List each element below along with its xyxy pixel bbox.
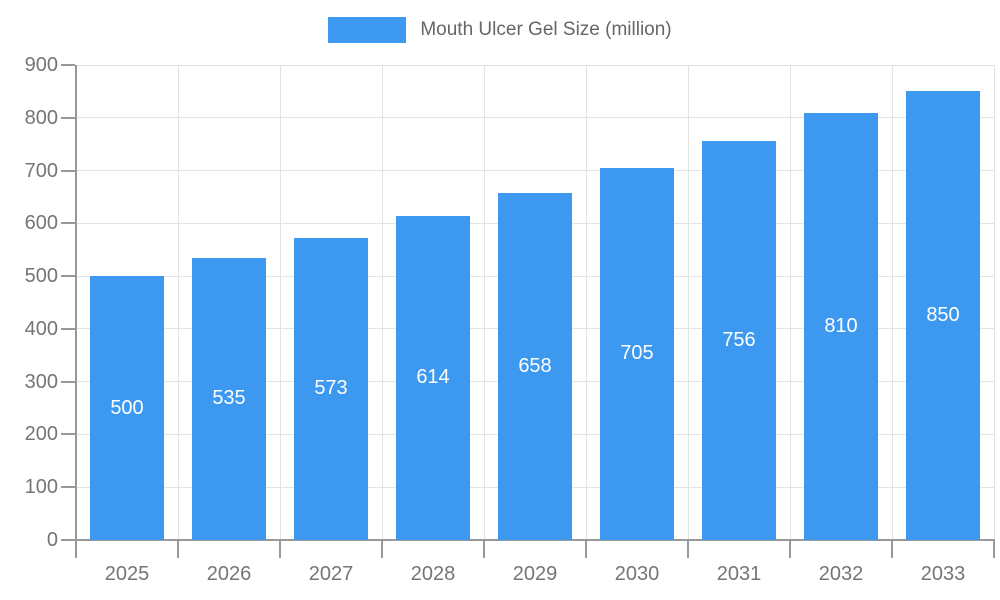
legend-label: Mouth Ulcer Gel Size (million): [420, 19, 672, 40]
bar[interactable]: 658: [498, 192, 572, 540]
y-tick: [61, 380, 75, 383]
y-tick-label: 300: [24, 370, 58, 393]
x-tick: [585, 540, 587, 558]
bar-value-label: 705: [620, 342, 654, 365]
x-tick-label: 2027: [308, 563, 354, 585]
y-tick-label: 700: [24, 159, 58, 182]
vgrid-line: [687, 65, 689, 540]
y-tick-label: 200: [24, 423, 58, 446]
y-tick-label: 400: [24, 317, 58, 340]
vgrid-line: [483, 65, 485, 540]
y-tick-label: 500: [24, 265, 58, 288]
y-tick: [61, 222, 75, 225]
bar[interactable]: 810: [804, 112, 878, 540]
x-tick: [483, 540, 485, 558]
x-tick-label: 2028: [410, 563, 456, 585]
x-tick: [177, 540, 179, 558]
x-tick: [381, 540, 383, 558]
y-tick-label: 100: [24, 476, 58, 499]
y-tick-label: 600: [24, 212, 58, 235]
bar[interactable]: 614: [396, 215, 470, 540]
y-tick: [61, 327, 75, 330]
bar-value-label: 810: [824, 314, 858, 337]
bar-value-label: 850: [926, 304, 960, 327]
x-tick: [687, 540, 689, 558]
y-tick: [61, 116, 75, 119]
y-axis-line: [75, 65, 77, 558]
y-tick: [61, 433, 75, 436]
bar-value-label: 614: [416, 366, 450, 389]
hgrid-line: [76, 64, 994, 66]
bar-value-label: 535: [212, 387, 246, 410]
y-tick: [61, 486, 75, 489]
x-tick: [993, 540, 995, 558]
y-tick: [61, 539, 75, 541]
vgrid-line: [891, 65, 893, 540]
x-tick-label: 2029: [512, 563, 558, 585]
y-tick: [61, 169, 75, 172]
bar[interactable]: 850: [906, 91, 980, 540]
bar-value-label: 500: [110, 396, 144, 419]
y-tick: [61, 64, 75, 66]
hgrid-line: [76, 170, 994, 172]
vgrid-line: [789, 65, 791, 540]
vgrid-line: [993, 65, 995, 540]
vgrid-line: [585, 65, 587, 540]
vgrid-line: [279, 65, 281, 540]
bar[interactable]: 500: [90, 276, 164, 540]
bar[interactable]: 535: [192, 257, 266, 540]
y-tick-label: 900: [24, 54, 58, 76]
bar-value-label: 756: [722, 329, 756, 351]
hgrid-line: [76, 117, 994, 119]
plot-area: 0 100 200 300 400 500 600 700 800 900 500 2025 535 20…: [25, 54, 995, 585]
x-tick-label: 2032: [818, 563, 864, 585]
x-tick: [279, 540, 281, 558]
bar-value-label: 573: [314, 377, 348, 400]
bar[interactable]: 705: [600, 167, 674, 540]
x-tick: [891, 540, 893, 558]
vgrid-line: [177, 65, 179, 540]
bar-value-label: 658: [518, 354, 552, 377]
x-axis-line: [75, 539, 995, 541]
x-tick-label: 2033: [920, 563, 966, 585]
x-tick: [789, 540, 791, 558]
y-tick-label: 800: [24, 106, 58, 129]
bar[interactable]: 756: [702, 141, 776, 540]
x-tick-label: 2025: [104, 563, 150, 585]
y-tick: [61, 275, 75, 278]
legend-swatch: [328, 17, 407, 43]
chart-legend[interactable]: Mouth Ulcer Gel Size (million): [0, 17, 1000, 43]
bar[interactable]: 573: [294, 237, 368, 540]
x-tick-label: 2030: [614, 563, 660, 585]
vgrid-line: [381, 65, 383, 540]
x-tick-label: 2026: [206, 563, 252, 585]
x-tick-label: 2031: [716, 563, 762, 585]
y-tick-label: 0: [46, 529, 58, 551]
